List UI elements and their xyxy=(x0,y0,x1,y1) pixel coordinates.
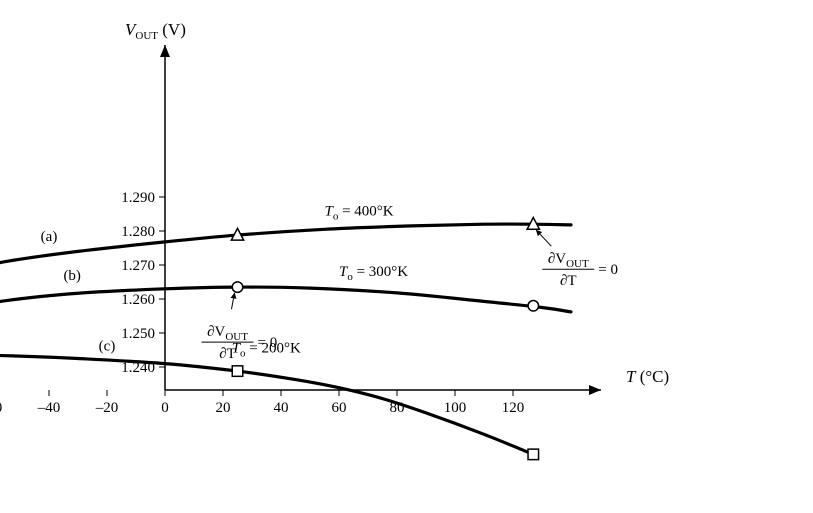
curve-a-deriv-pointer xyxy=(536,230,551,246)
svg-text:∂VOUT: ∂VOUT xyxy=(207,324,248,343)
x-tick-label: –20 xyxy=(95,400,119,416)
curve-b-label: (b) xyxy=(63,268,81,284)
x-tick-label: 100 xyxy=(444,400,467,416)
curve-b-T0-label: To = 300°K xyxy=(339,264,408,283)
svg-text:∂VOUT: ∂VOUT xyxy=(548,251,589,270)
svg-text:∂T: ∂T xyxy=(560,273,577,289)
marker-square-icon xyxy=(232,366,243,377)
x-tick-label: 40 xyxy=(274,400,289,416)
vout-vs-t-chart: 1.2401.2501.2601.2701.2801.290VOUT (V)–6… xyxy=(0,0,813,513)
svg-text:= 0: = 0 xyxy=(598,262,618,278)
y-tick-label: 1.280 xyxy=(121,224,155,240)
x-tick-label: 20 xyxy=(216,400,231,416)
x-tick-label: 0 xyxy=(161,400,169,416)
curve-b xyxy=(0,287,571,312)
curve-b-deriv-pointer xyxy=(232,293,235,309)
y-axis-title: VOUT (V) xyxy=(125,20,186,42)
marker-circle-icon xyxy=(528,301,539,312)
x-tick-label: 60 xyxy=(332,400,347,416)
x-axis-title: T (°C) xyxy=(626,367,669,386)
curve-a-T0-label: To = 400°K xyxy=(325,204,394,223)
y-tick-label: 1.290 xyxy=(121,190,155,206)
curve-a-label: (a) xyxy=(41,229,58,245)
x-tick-label: –60 xyxy=(0,400,2,416)
curve-c-label: (c) xyxy=(99,339,116,355)
curve-c-T0-label: To = 200°K xyxy=(232,341,301,360)
x-tick-label: –40 xyxy=(37,400,61,416)
curve-a xyxy=(0,224,571,275)
marker-circle-icon xyxy=(232,282,243,293)
deriv-zero-label: ∂VOUT ∂T = 0 xyxy=(542,251,618,289)
x-tick-label: 120 xyxy=(502,400,525,416)
y-tick-label: 1.250 xyxy=(121,326,155,342)
y-tick-label: 1.260 xyxy=(121,292,155,308)
y-tick-label: 1.270 xyxy=(121,258,155,274)
marker-square-icon xyxy=(528,449,539,460)
